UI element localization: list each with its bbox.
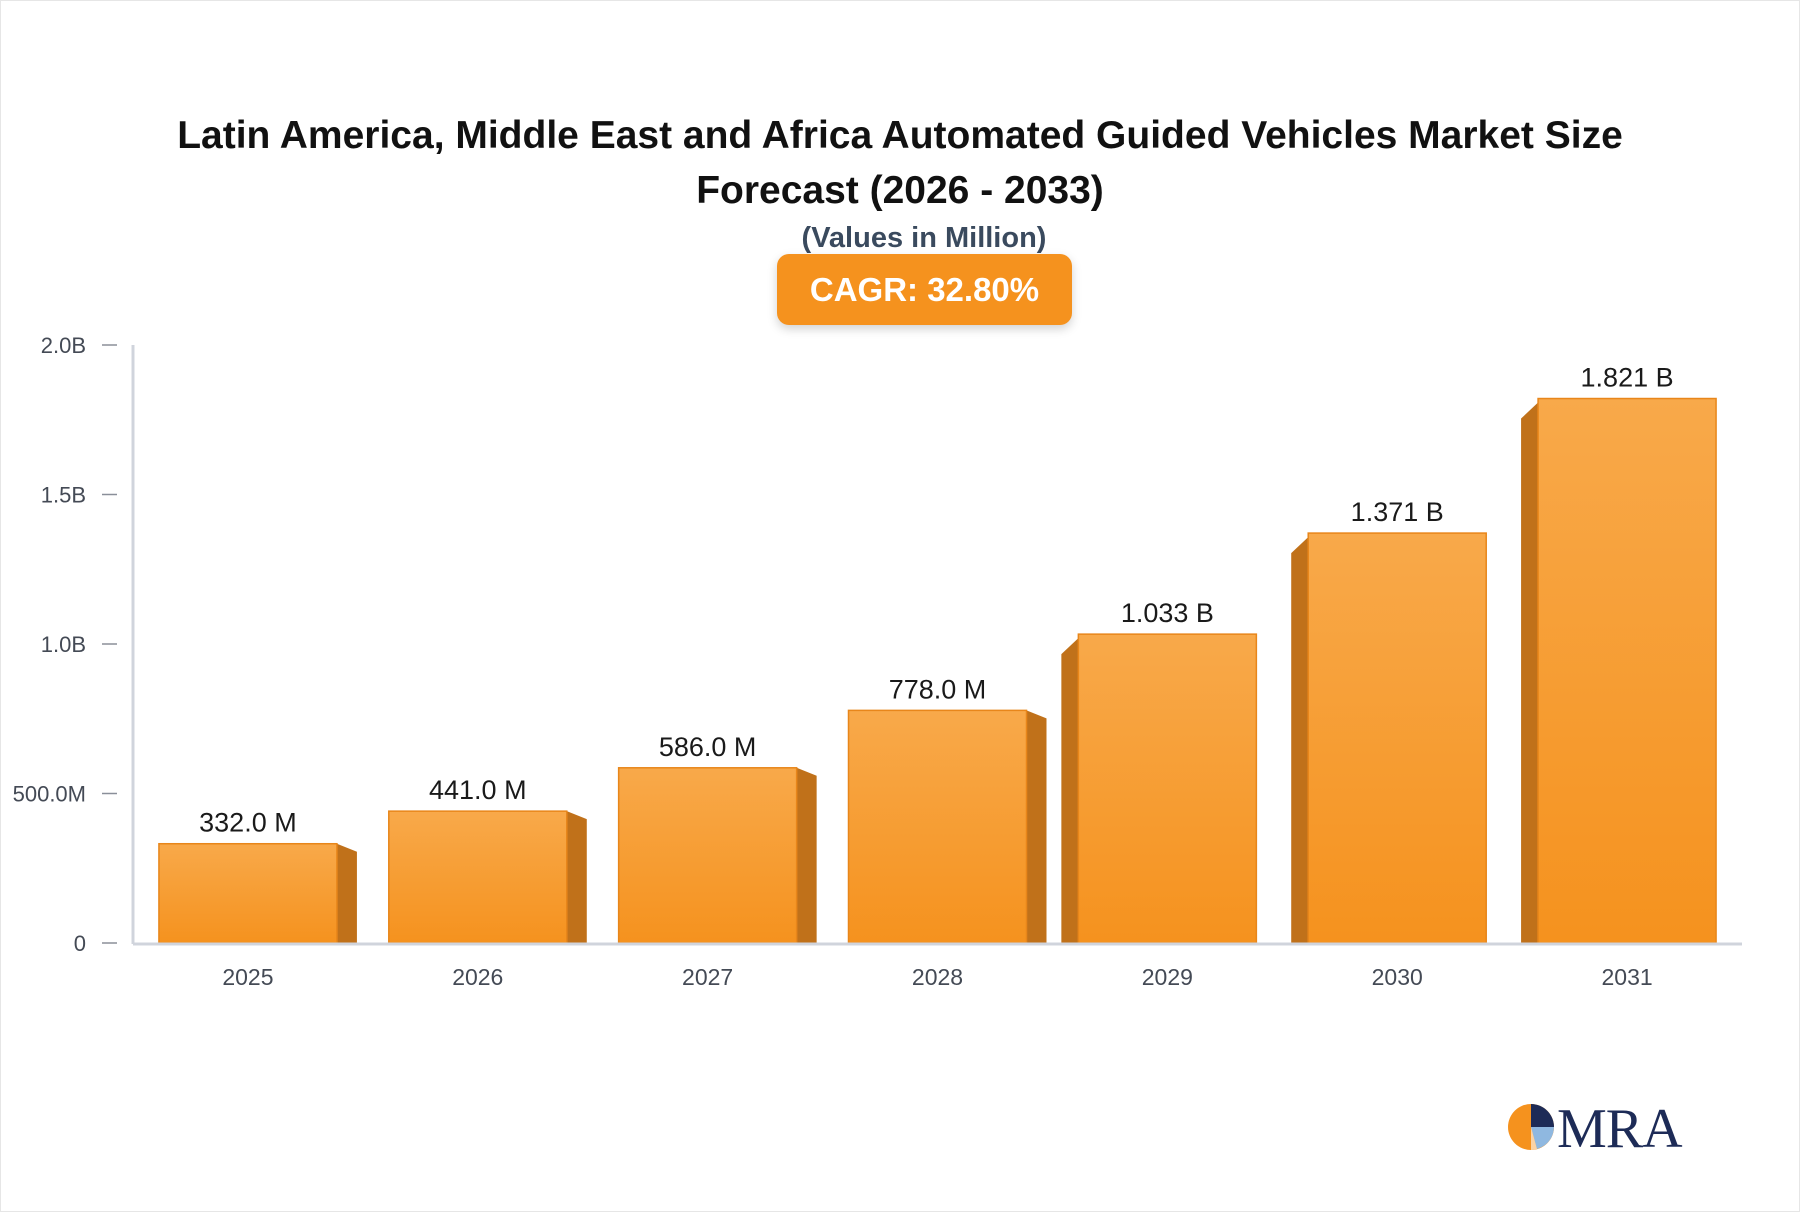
chart-title: Latin America, Middle East and Africa Au…: [177, 114, 1623, 212]
bar-2026: 441.0 M: [388, 775, 587, 944]
bar-2030: 1.371 B: [1291, 497, 1487, 944]
bar-front: [158, 842, 338, 944]
y-tick-label: 500.0M: [13, 782, 86, 807]
bar-2029: 1.033 B: [1061, 598, 1258, 944]
mra-logo: MRA: [1505, 1093, 1695, 1160]
bar-front: [847, 709, 1028, 944]
bar-2025: 332.0 M: [158, 808, 357, 944]
y-tick-label: 2.0B: [41, 333, 86, 358]
x-tick-label: 2026: [452, 964, 503, 990]
cagr-badge: CAGR: 32.80%: [777, 254, 1072, 325]
bar-value-label: 1.033 B: [1121, 598, 1214, 628]
x-tick-label: 2031: [1601, 964, 1652, 990]
y-tick-label: 1.5B: [41, 483, 86, 508]
bar-front: [1077, 633, 1258, 944]
bar-2028: 778.0 M: [847, 674, 1047, 944]
bar-front: [1307, 532, 1487, 944]
y-tick-label: 0: [74, 931, 86, 956]
bar-value-label: 1.371 B: [1351, 497, 1444, 527]
bar-side: [796, 767, 817, 943]
bar-value-label: 441.0 M: [429, 775, 527, 805]
x-tick-label: 2025: [222, 964, 273, 990]
chart-subtitle: (Values in Million): [801, 222, 1047, 254]
bar-value-label: 778.0 M: [889, 674, 987, 704]
x-tick-label: 2029: [1142, 964, 1193, 990]
bar-side: [1061, 638, 1079, 943]
bars: 332.0 M 441.0 M 586.0 M 778.0 M 1.033 B 1.371…: [158, 363, 1717, 944]
logo-pie-icon: [1508, 1104, 1554, 1150]
x-tick-label: 2027: [682, 964, 733, 990]
bar-side: [566, 811, 587, 943]
bar-value-label: 586.0 M: [659, 732, 757, 762]
bar-value-label: 332.0 M: [199, 808, 297, 838]
bar-value-label: 1.821 B: [1581, 363, 1674, 393]
y-axis: 0 500.0M 1.0B 1.5B 2.0B: [13, 333, 135, 956]
bar-side: [1291, 537, 1309, 943]
bar-front: [617, 767, 798, 944]
x-tick-label: 2030: [1372, 964, 1423, 990]
x-axis: 2025 2026 2027 2028 2029 2030 2031: [133, 942, 1742, 990]
x-tick-label: 2028: [912, 964, 963, 990]
bar-side: [336, 843, 357, 943]
y-tick-label: 1.0B: [41, 632, 86, 657]
bar-side: [1521, 402, 1539, 943]
bar-front: [1537, 397, 1717, 944]
logo-text: MRA: [1557, 1098, 1683, 1160]
bar-side: [1026, 710, 1047, 943]
bar-2027: 586.0 M: [617, 732, 817, 944]
bar-front: [388, 810, 568, 944]
bar-2031: 1.821 B: [1521, 363, 1717, 944]
